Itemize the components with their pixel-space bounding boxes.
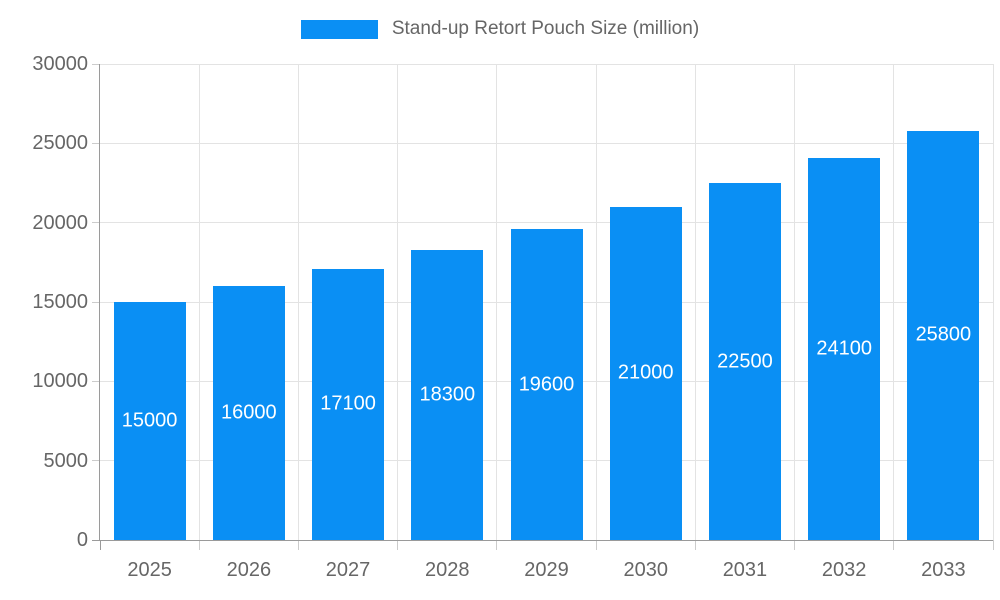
x-axis-tick xyxy=(992,540,994,550)
x-axis-tick xyxy=(198,540,200,550)
y-axis-tick-label: 5000 xyxy=(43,449,89,472)
bar-value-label: 24100 xyxy=(816,337,872,360)
y-axis-line xyxy=(99,64,100,541)
x-axis-tick-label: 2025 xyxy=(127,559,172,581)
y-axis-tick xyxy=(92,301,100,303)
x-axis-tick-label: 2030 xyxy=(623,559,668,581)
x-axis-tick xyxy=(893,540,895,550)
legend-label: Stand-up Retort Pouch Size (million) xyxy=(391,18,700,39)
x-axis-tick xyxy=(694,540,696,550)
y-gridline xyxy=(100,63,993,65)
x-axis-tick-label: 2032 xyxy=(821,559,867,581)
x-axis-tick xyxy=(397,540,399,550)
y-axis-tick-label: 15000 xyxy=(32,291,88,313)
x-gridline xyxy=(992,64,994,540)
bar-value-label: 15000 xyxy=(121,409,178,432)
bar xyxy=(510,229,583,540)
y-axis-tick xyxy=(92,222,100,224)
y-gridline xyxy=(100,142,993,144)
x-axis-tick xyxy=(297,540,299,550)
chart-legend: Stand-up Retort Pouch Size (million) xyxy=(0,18,1000,40)
bar xyxy=(212,286,285,540)
x-axis-tick-label: 2028 xyxy=(425,559,470,581)
x-axis-tick xyxy=(595,540,597,550)
x-axis-tick-label: 2026 xyxy=(226,559,272,581)
y-gridline xyxy=(100,222,993,224)
x-gridline xyxy=(297,64,299,540)
y-axis-tick xyxy=(92,142,100,144)
x-gridline xyxy=(496,64,498,540)
bar-value-label: 25800 xyxy=(915,323,972,346)
bar xyxy=(907,130,980,540)
y-axis-tick xyxy=(92,380,100,382)
x-axis-tick-label: 2027 xyxy=(325,559,371,581)
x-gridline xyxy=(198,64,200,540)
x-gridline xyxy=(595,64,597,540)
x-axis-tick-label: 2033 xyxy=(921,559,966,581)
x-axis-tick-label: 2031 xyxy=(722,559,768,581)
bar xyxy=(808,157,881,540)
y-axis-tick-label: 20000 xyxy=(32,211,88,234)
x-gridline xyxy=(397,64,399,540)
bar xyxy=(113,302,186,540)
y-axis-tick xyxy=(92,63,100,65)
y-axis-tick-label: 25000 xyxy=(32,132,88,155)
bar-value-label: 19600 xyxy=(518,373,575,395)
bar-value-label: 18300 xyxy=(419,383,476,406)
bar xyxy=(411,249,484,540)
x-axis-tick-label: 2029 xyxy=(524,559,569,581)
x-gridline xyxy=(893,64,895,540)
x-gridline xyxy=(694,64,696,540)
bar-value-label: 16000 xyxy=(221,401,277,424)
bar xyxy=(708,183,781,540)
legend-swatch xyxy=(300,19,378,39)
bar-value-label: 17100 xyxy=(320,392,376,415)
bar-value-label: 21000 xyxy=(617,361,674,384)
x-axis-tick xyxy=(794,540,796,550)
x-axis-line xyxy=(92,540,993,541)
x-gridline xyxy=(794,64,796,540)
y-axis-tick xyxy=(92,460,100,462)
y-axis-tick-label: 30000 xyxy=(32,53,88,75)
x-axis-tick xyxy=(99,540,101,550)
y-axis-tick-label: 10000 xyxy=(32,370,88,393)
bar xyxy=(312,268,385,540)
y-axis-tick-label: 0 xyxy=(76,529,88,551)
bar-value-label: 22500 xyxy=(717,350,773,372)
bar xyxy=(609,206,682,540)
x-axis-tick xyxy=(496,540,498,550)
